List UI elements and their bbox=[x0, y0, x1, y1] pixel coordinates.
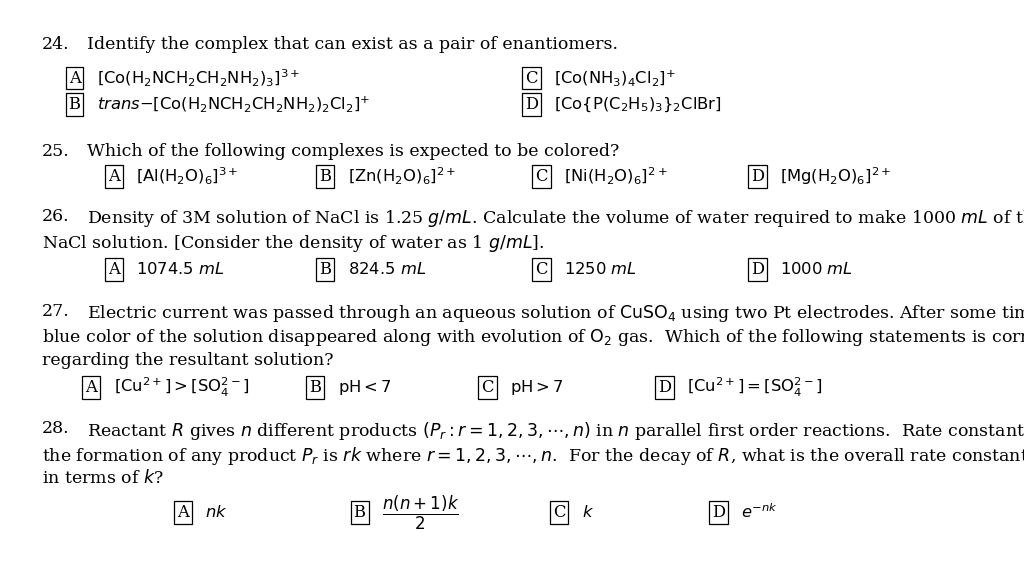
Text: 24.: 24. bbox=[42, 36, 70, 54]
Text: in terms of $k$?: in terms of $k$? bbox=[42, 469, 164, 487]
Text: 26.: 26. bbox=[42, 208, 70, 225]
Text: $\dfrac{n(n+1)k}{2}$: $\dfrac{n(n+1)k}{2}$ bbox=[382, 494, 460, 532]
Text: $[\mathrm{Ni(H_2O)_6}]^{2+}$: $[\mathrm{Ni(H_2O)_6}]^{2+}$ bbox=[564, 166, 668, 186]
Text: $1250\ mL$: $1250\ mL$ bbox=[564, 261, 637, 278]
Text: 27.: 27. bbox=[42, 303, 70, 320]
Text: B: B bbox=[319, 261, 331, 278]
Text: D: D bbox=[752, 261, 764, 278]
Text: C: C bbox=[536, 167, 548, 185]
Text: D: D bbox=[712, 504, 725, 522]
Text: $[\mathrm{Al(H_2O)_6}]^{3+}$: $[\mathrm{Al(H_2O)_6}]^{3+}$ bbox=[136, 166, 239, 186]
Text: the formation of any product $P_r$ is $rk$ where $r = 1, 2, 3, \cdots, n$.  For : the formation of any product $P_r$ is $r… bbox=[42, 445, 1024, 467]
Text: $[\mathrm{Co(H_2NCH_2CH_2NH_2)_3}]^{3+}$: $[\mathrm{Co(H_2NCH_2CH_2NH_2)_3}]^{3+}$ bbox=[97, 68, 300, 88]
Text: A: A bbox=[108, 261, 120, 278]
Text: C: C bbox=[536, 261, 548, 278]
Text: 25.: 25. bbox=[42, 143, 70, 160]
Text: B: B bbox=[69, 96, 81, 113]
Text: $1074.5\ mL$: $1074.5\ mL$ bbox=[136, 261, 225, 278]
Text: $k$: $k$ bbox=[582, 504, 594, 522]
Text: Identify the complex that can exist as a pair of enantiomers.: Identify the complex that can exist as a… bbox=[87, 36, 618, 54]
Text: B: B bbox=[319, 167, 331, 185]
Text: $824.5\ mL$: $824.5\ mL$ bbox=[348, 261, 426, 278]
Text: regarding the resultant solution?: regarding the resultant solution? bbox=[42, 351, 334, 369]
Text: $[\mathrm{Cu^{2+}}] = [\mathrm{SO_4^{2-}}]$: $[\mathrm{Cu^{2+}}] = [\mathrm{SO_4^{2-}… bbox=[687, 376, 822, 399]
Text: $\mathit{trans}\mathrm{-[Co(H_2NCH_2CH_2NH_2)_2Cl_2]^{+}}$: $\mathit{trans}\mathrm{-[Co(H_2NCH_2CH_2… bbox=[97, 95, 371, 114]
Text: $[\mathrm{Cu^{2+}}] > [\mathrm{SO_4^{2-}}]$: $[\mathrm{Cu^{2+}}] > [\mathrm{SO_4^{2-}… bbox=[114, 376, 249, 399]
Text: $nk$: $nk$ bbox=[205, 504, 227, 522]
Text: A: A bbox=[69, 69, 81, 87]
Text: $\mathrm{pH} < 7$: $\mathrm{pH} < 7$ bbox=[338, 377, 392, 396]
Text: $[\mathrm{Co(NH_3)_4Cl_2}]^{+}$: $[\mathrm{Co(NH_3)_4Cl_2}]^{+}$ bbox=[554, 68, 676, 88]
Text: Reactant $R$ gives $n$ different products $(P_r : r = 1, 2, 3, \cdots, n)$ in $n: Reactant $R$ gives $n$ different product… bbox=[87, 420, 1024, 443]
Text: $[\mathrm{Co\{P(C_2H_5)_3\}_2ClBr}]$: $[\mathrm{Co\{P(C_2H_5)_3\}_2ClBr}]$ bbox=[554, 95, 722, 114]
Text: $e^{-nk}$: $e^{-nk}$ bbox=[741, 504, 778, 522]
Text: 28.: 28. bbox=[42, 420, 70, 437]
Text: Density of 3M solution of NaCl is 1.25 $g/mL$. Calculate the volume of water req: Density of 3M solution of NaCl is 1.25 $… bbox=[87, 208, 1024, 229]
Text: B: B bbox=[309, 379, 322, 396]
Text: B: B bbox=[353, 504, 366, 522]
Text: $1000\ mL$: $1000\ mL$ bbox=[780, 261, 853, 278]
Text: D: D bbox=[525, 96, 539, 113]
Text: $[\mathrm{Zn(H_2O)_6}]^{2+}$: $[\mathrm{Zn(H_2O)_6}]^{2+}$ bbox=[348, 166, 456, 186]
Text: D: D bbox=[657, 379, 671, 396]
Text: $\mathrm{pH} > 7$: $\mathrm{pH} > 7$ bbox=[510, 377, 564, 396]
Text: C: C bbox=[481, 379, 494, 396]
Text: Which of the following complexes is expected to be colored?: Which of the following complexes is expe… bbox=[87, 143, 620, 160]
Text: $[\mathrm{Mg(H_2O)_6}]^{2+}$: $[\mathrm{Mg(H_2O)_6}]^{2+}$ bbox=[780, 165, 892, 187]
Text: blue color of the solution disappeared along with evolution of $\mathrm{O_2}$ ga: blue color of the solution disappeared a… bbox=[42, 327, 1024, 349]
Text: A: A bbox=[108, 167, 120, 185]
Text: NaCl solution. [Consider the density of water as 1 $g/mL$].: NaCl solution. [Consider the density of … bbox=[42, 233, 545, 254]
Text: A: A bbox=[85, 379, 97, 396]
Text: A: A bbox=[177, 504, 188, 522]
Text: D: D bbox=[752, 167, 764, 185]
Text: Electric current was passed through an aqueous solution of $\mathrm{CuSO_4}$ usi: Electric current was passed through an a… bbox=[87, 303, 1024, 324]
Text: C: C bbox=[553, 504, 565, 522]
Text: C: C bbox=[525, 69, 538, 87]
